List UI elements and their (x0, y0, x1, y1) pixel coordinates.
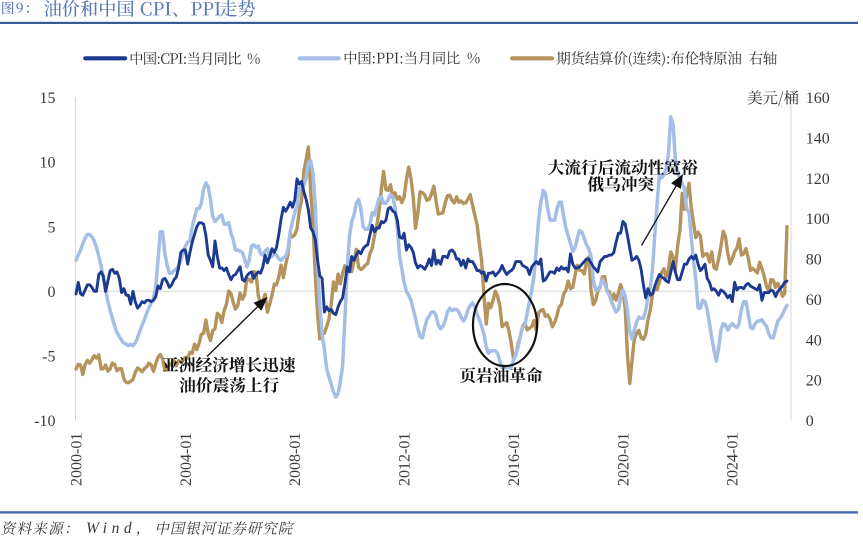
svg-text:2008-01: 2008-01 (287, 433, 304, 486)
svg-text:-10: -10 (34, 413, 55, 430)
svg-text:10: 10 (40, 155, 56, 172)
svg-text:2012-01: 2012-01 (397, 433, 414, 486)
svg-text:20: 20 (806, 373, 822, 390)
svg-text:0: 0 (806, 413, 814, 430)
svg-text:160: 160 (806, 90, 830, 107)
svg-text:2004-01: 2004-01 (178, 433, 195, 486)
svg-text:2016-01: 2016-01 (506, 433, 523, 486)
svg-text:140: 140 (806, 131, 830, 148)
svg-text:40: 40 (806, 332, 822, 349)
svg-text:80: 80 (806, 252, 822, 269)
svg-text:2020-01: 2020-01 (615, 433, 632, 486)
svg-text:2024-01: 2024-01 (725, 433, 742, 486)
svg-text:120: 120 (806, 171, 830, 188)
svg-text:0: 0 (48, 284, 56, 301)
svg-text:Wind,: Wind, (86, 520, 145, 537)
svg-text:100: 100 (806, 211, 830, 228)
svg-text:15: 15 (40, 90, 56, 107)
svg-text:2000-01: 2000-01 (68, 433, 85, 486)
svg-text:60: 60 (806, 292, 822, 309)
svg-text:5: 5 (48, 219, 56, 236)
svg-text:-5: -5 (42, 349, 55, 366)
